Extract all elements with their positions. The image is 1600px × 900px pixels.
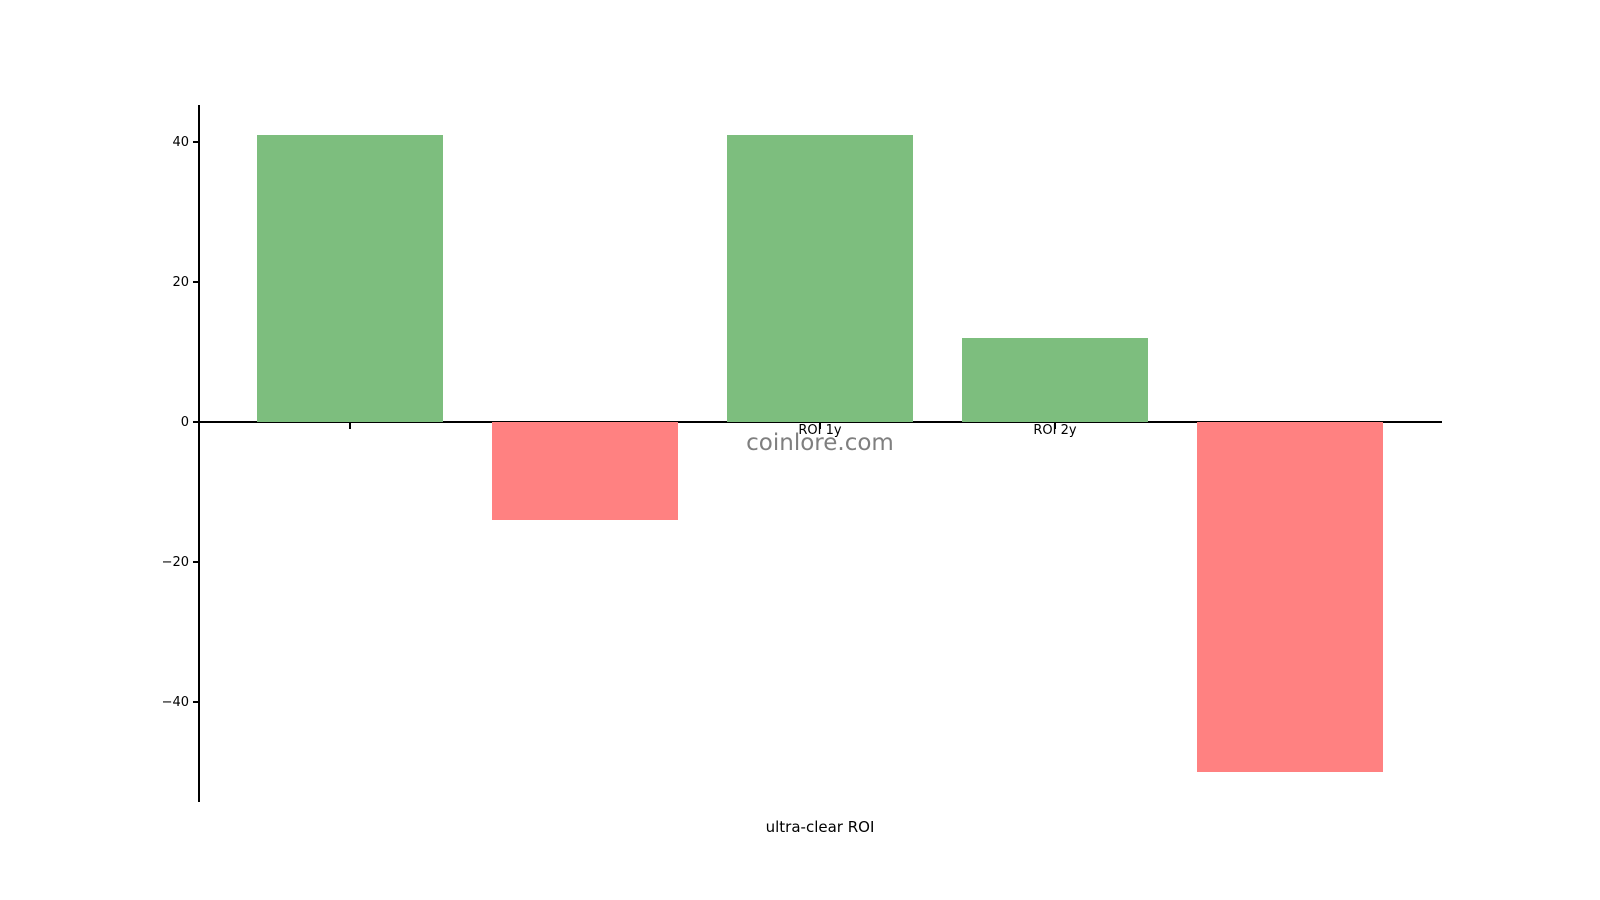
x-tick bbox=[819, 422, 821, 429]
bar-col5 bbox=[1197, 422, 1383, 772]
y-tick bbox=[193, 561, 199, 563]
y-tick bbox=[193, 281, 199, 283]
bar-col2 bbox=[492, 422, 678, 520]
y-axis-spine bbox=[198, 105, 200, 802]
y-tick-label: 40 bbox=[172, 134, 189, 150]
x-tick bbox=[349, 422, 351, 429]
bar-col1 bbox=[257, 135, 443, 422]
bar-roi-1y bbox=[727, 135, 913, 422]
watermark: coinlore.com bbox=[746, 430, 894, 456]
y-tick-label: −20 bbox=[161, 554, 189, 570]
x-tick-label: ROI 1y bbox=[798, 423, 842, 438]
x-tick bbox=[1054, 422, 1056, 429]
y-tick-label: 0 bbox=[180, 414, 189, 430]
y-tick bbox=[193, 141, 199, 143]
y-tick bbox=[193, 421, 199, 423]
x-tick-label: ROI 2y bbox=[1033, 423, 1077, 438]
bar-roi-2y bbox=[962, 338, 1148, 422]
chart-title: ultra-clear ROI bbox=[765, 818, 875, 836]
y-tick bbox=[193, 701, 199, 703]
y-tick-label: −40 bbox=[161, 694, 189, 710]
y-tick-label: 20 bbox=[172, 274, 189, 290]
